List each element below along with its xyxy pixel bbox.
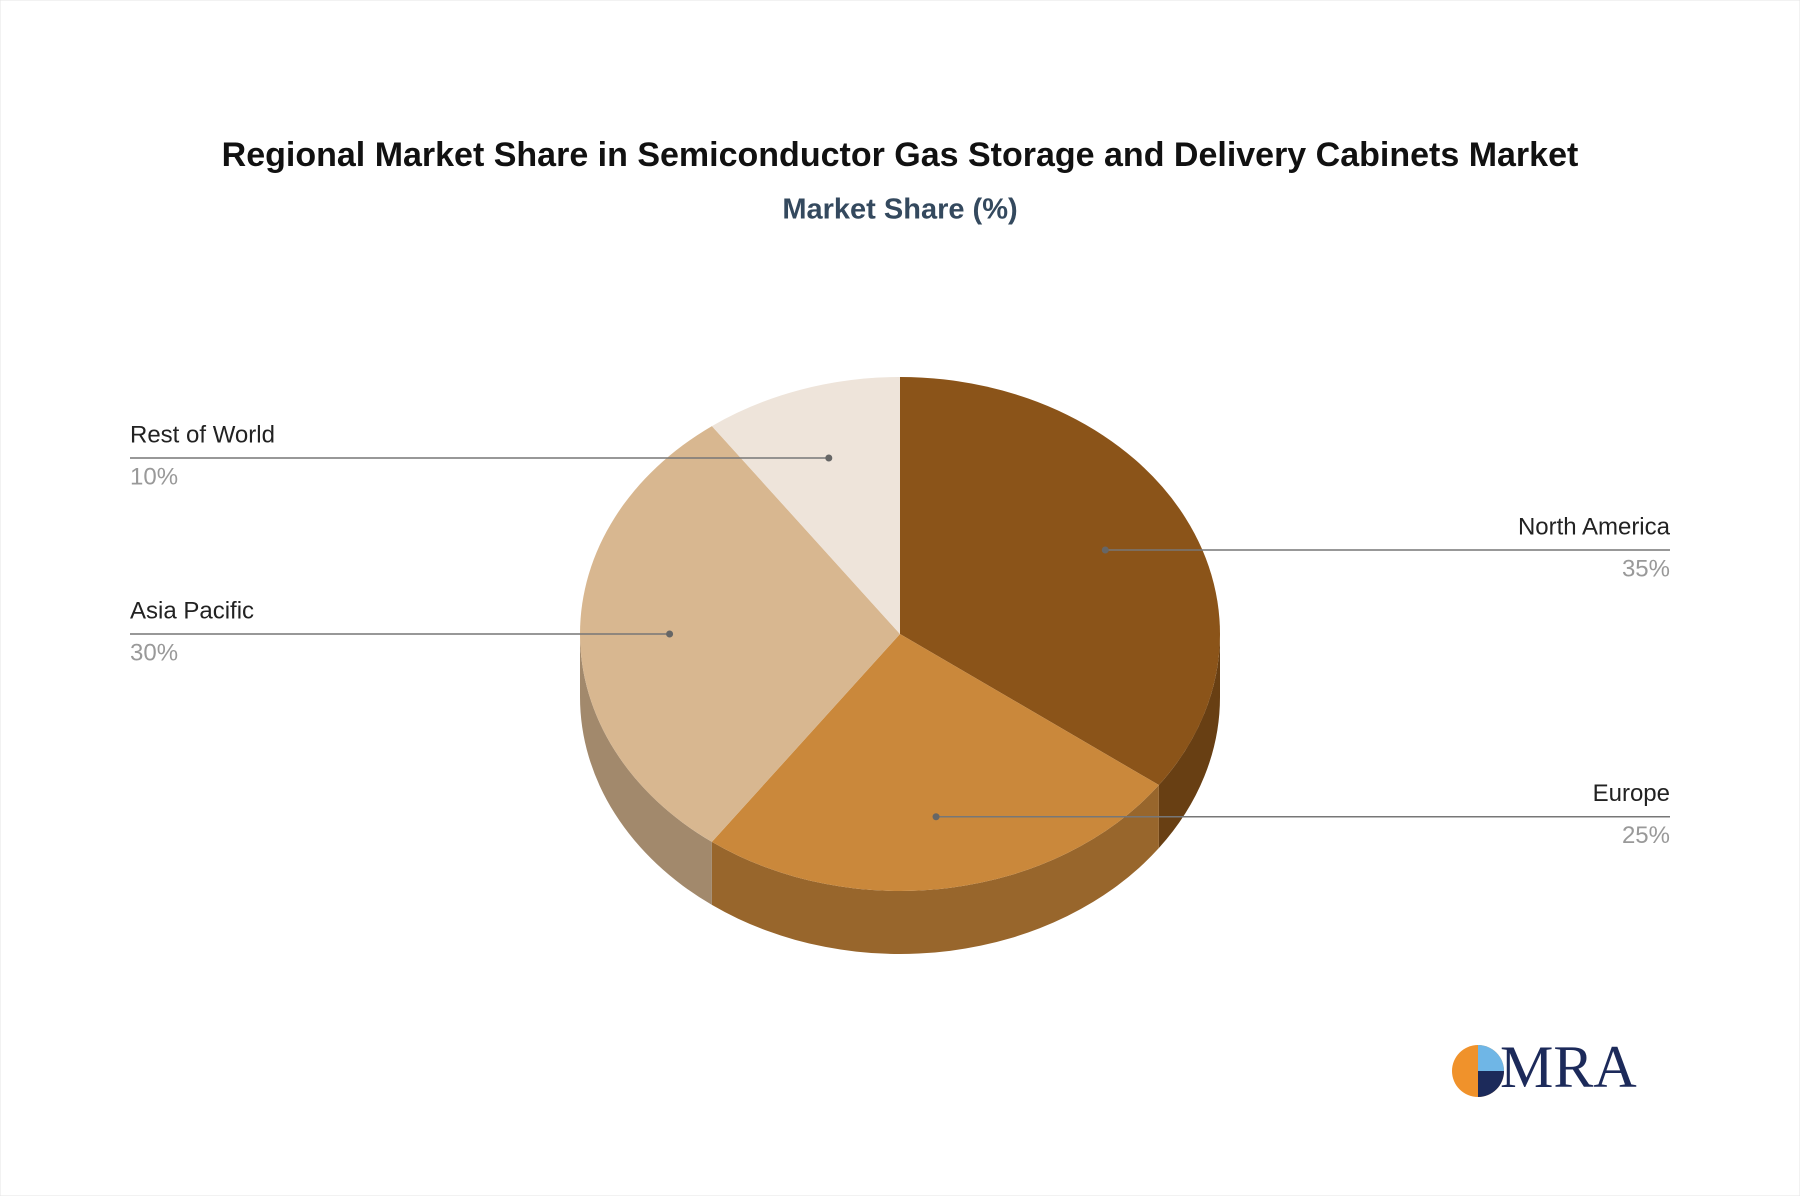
slice xyxy=(711,377,900,634)
slice-label: Europe xyxy=(1593,780,1670,807)
slice-value-label: 35% xyxy=(1622,555,1670,582)
leader-dot xyxy=(1101,546,1109,554)
leader-dot xyxy=(666,630,674,638)
chart-subtitle: Market Share (%) xyxy=(782,194,1017,226)
logo-text: MRA xyxy=(1500,1034,1637,1100)
slice-value-label: 25% xyxy=(1622,822,1670,849)
slice-label: Rest of World xyxy=(130,421,275,448)
logo-wedge xyxy=(1478,1045,1504,1071)
slice-side xyxy=(711,785,1159,954)
leader-dot xyxy=(932,813,940,821)
chart-title: Regional Market Share in Semiconductor G… xyxy=(222,136,1579,174)
slice-side xyxy=(1158,634,1220,849)
slice-value-label: 10% xyxy=(130,463,178,490)
slice-value-label: 30% xyxy=(130,639,178,666)
logo: MRA xyxy=(1452,1034,1637,1100)
slice xyxy=(711,634,1159,891)
slice-label: North America xyxy=(1518,513,1671,540)
slice-label: Asia Pacific xyxy=(130,597,254,624)
logo-wedge xyxy=(1478,1071,1504,1097)
slice xyxy=(579,426,900,842)
leader-dot xyxy=(825,454,833,462)
slice-side xyxy=(580,634,712,905)
slice xyxy=(900,377,1220,786)
